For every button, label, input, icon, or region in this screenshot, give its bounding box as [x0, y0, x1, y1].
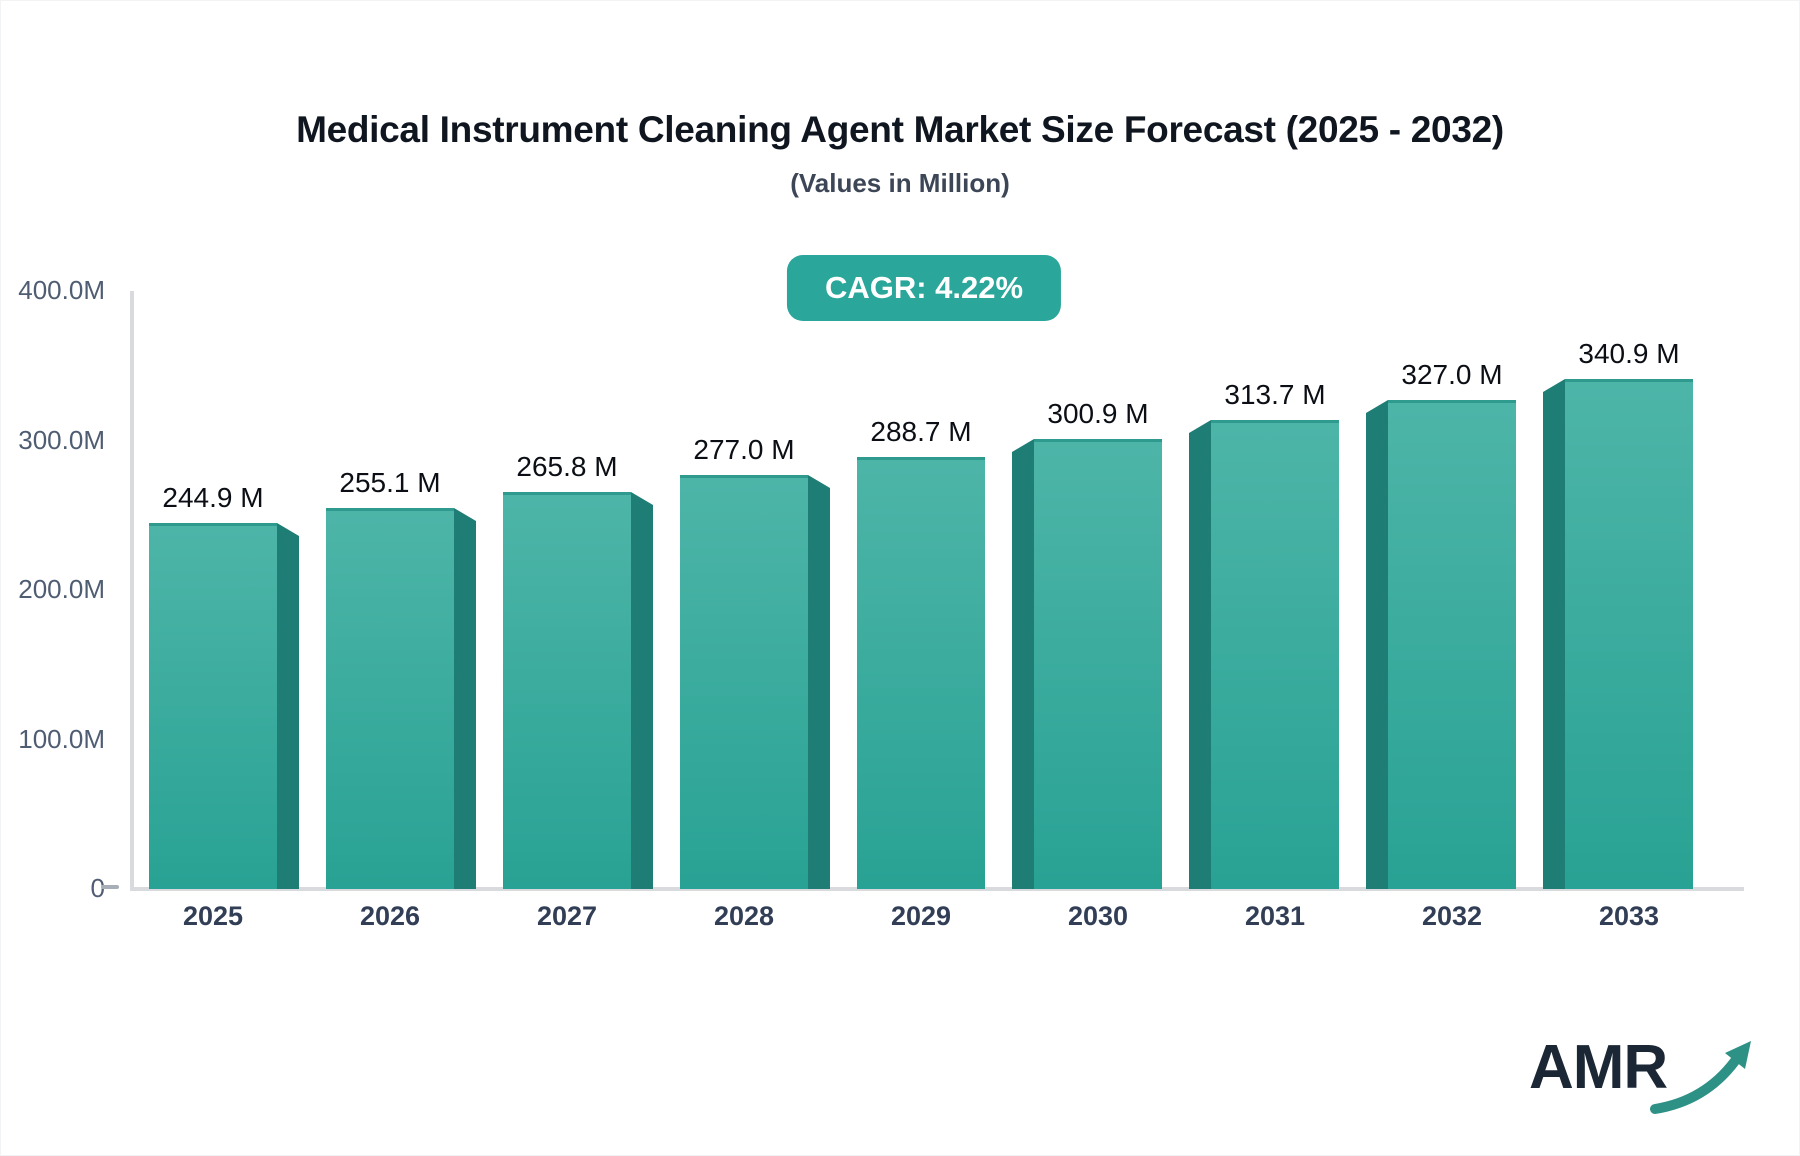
y-tick-label: 100.0M [18, 723, 105, 754]
bar-side-face [1543, 379, 1565, 889]
x-tick-label: 2025 [182, 901, 244, 931]
chart-subtitle: (Values in Million) [790, 168, 1010, 198]
bar-value-label: 277.0 M [693, 434, 795, 465]
bar-value-label: 244.9 M [162, 482, 264, 513]
bar-side-face [277, 523, 299, 889]
bar-value-label: 300.9 M [1047, 398, 1149, 429]
bar-2026 [326, 508, 454, 889]
bar-2033 [1565, 379, 1693, 889]
bar-side-face [1366, 400, 1388, 889]
amr-logo: AMR [1529, 1023, 1751, 1123]
bar-value-label: 255.1 M [339, 467, 441, 498]
bar-value-label: 313.7 M [1224, 379, 1326, 410]
x-axis-line [130, 887, 1744, 891]
bar-2032 [1388, 400, 1516, 889]
bar-value-label: 265.8 M [516, 451, 618, 482]
bar-2029 [857, 457, 985, 889]
bar-side-face [1189, 420, 1211, 889]
y-tick-label: 300.0M [18, 424, 105, 455]
bar-value-label: 340.9 M [1578, 338, 1680, 369]
y-tick-label: 0 [90, 873, 105, 903]
x-tick-label: 2030 [1067, 901, 1129, 931]
bar-value-label: 327.0 M [1401, 359, 1503, 390]
x-tick-label: 2033 [1598, 901, 1660, 931]
cagr-badge-label: CAGR: 4.22% [824, 270, 1024, 305]
y-tick-label: 400.0M [18, 275, 105, 305]
x-tick-label: 2032 [1421, 901, 1483, 931]
x-tick-label: 2027 [536, 901, 598, 931]
x-tick-label: 2031 [1244, 901, 1306, 931]
bar-side-face [808, 475, 830, 889]
bar-2027 [503, 492, 631, 889]
bar-value-label: 288.7 M [870, 416, 972, 447]
y-tick-label: 200.0M [18, 574, 105, 604]
bar-side-face [454, 508, 476, 889]
amr-logo-text: AMR [1529, 1033, 1668, 1102]
bar-2025 [149, 523, 277, 889]
x-tick-label: 2028 [713, 901, 775, 931]
x-tick-label: 2026 [359, 901, 421, 931]
bar-side-face [631, 492, 653, 889]
bar-side-face [1012, 439, 1034, 889]
cagr-badge: CAGR: 4.22% [786, 255, 1062, 321]
bar-2028 [680, 475, 808, 889]
y-zero-tick-mark [101, 885, 119, 889]
bar-2030 [1034, 439, 1162, 889]
x-tick-label: 2029 [890, 901, 952, 931]
chart-title: Medical Instrument Cleaning Agent Market… [296, 109, 1504, 150]
bar-2031 [1211, 420, 1339, 889]
amr-logo-arrow-icon [1650, 1041, 1751, 1114]
y-axis-line [130, 291, 134, 889]
